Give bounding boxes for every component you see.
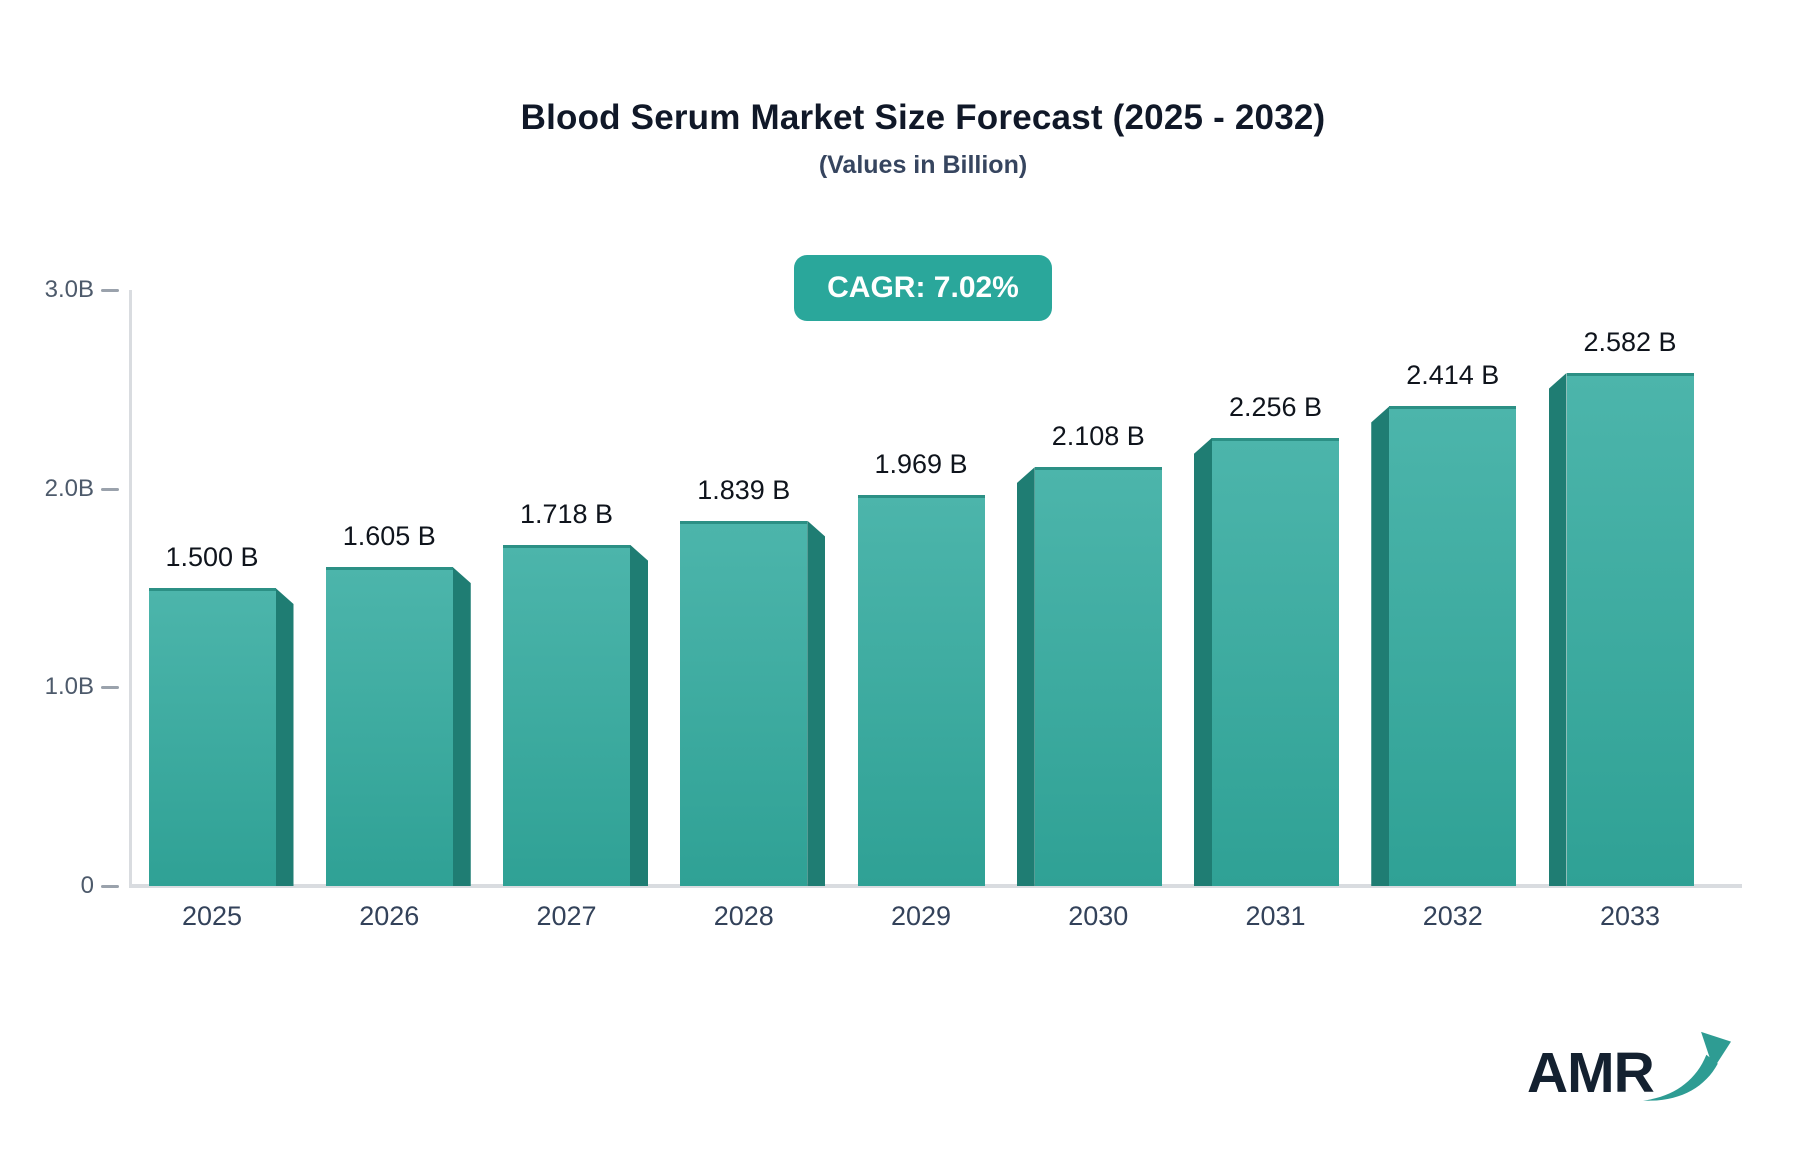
bar-value-label: 1.969 B — [874, 448, 968, 479]
y-axis-tick-dash — [101, 487, 119, 491]
bar-2028 — [680, 520, 808, 886]
bar-value-label: 2.108 B — [1051, 421, 1145, 452]
x-axis-label: 2031 — [1245, 901, 1306, 931]
chart-title: Blood Serum Market Size Forecast (2025 -… — [520, 98, 1326, 137]
bar-2030 — [1034, 467, 1162, 886]
bar-side-2032 — [1371, 406, 1390, 886]
bar-value-label: 2.256 B — [1228, 391, 1323, 422]
bar-side-2027 — [630, 544, 648, 886]
y-axis-line — [129, 290, 132, 888]
bar-side-2031 — [1194, 437, 1212, 886]
bar-2033 — [1566, 372, 1694, 886]
amr-logo: AMR — [1527, 1028, 1731, 1118]
bar-value-label: 2.414 B — [1406, 360, 1500, 391]
x-axis-label: 2032 — [1422, 901, 1483, 931]
x-axis-label: 2025 — [181, 901, 243, 931]
cagr-badge-wrap: CAGR: 7.02% — [0, 255, 1800, 321]
x-axis-label: 2028 — [713, 901, 774, 931]
y-axis-tick-dash — [101, 288, 119, 292]
x-axis-label: 2026 — [359, 901, 420, 931]
amr-logo-text: AMR — [1527, 1041, 1655, 1105]
y-axis-tick-dash — [101, 686, 119, 690]
bar-2025 — [148, 587, 276, 886]
x-axis-label: 2033 — [1599, 901, 1661, 931]
bar-value-label: 1.839 B — [697, 474, 791, 505]
bar-value-label: 2.582 B — [1583, 326, 1677, 357]
bar-side-2026 — [452, 567, 471, 886]
chart-subtitle: (Values in Billion) — [818, 151, 1028, 179]
bar-2029 — [857, 494, 985, 886]
bar-2026 — [325, 567, 453, 886]
bar-2032 — [1389, 406, 1517, 886]
y-axis-tick-label: 2.0B — [44, 474, 94, 502]
x-axis-label: 2030 — [1068, 901, 1129, 931]
bar-value-label: 1.605 B — [342, 521, 436, 552]
bar-side-2025 — [275, 587, 294, 886]
bar-value-label: 1.718 B — [519, 498, 614, 529]
bar-2027 — [503, 544, 630, 886]
y-axis-tick-label: 3.0B — [44, 275, 94, 303]
x-axis-label: 2027 — [536, 901, 597, 931]
x-axis-label: 2029 — [890, 901, 952, 931]
y-axis-tick-label: 0 — [80, 872, 94, 899]
x-axis-line — [129, 884, 1742, 888]
bar-value-label: 1.500 B — [165, 541, 259, 572]
y-axis-tick-label: 1.0B — [44, 673, 94, 701]
bar-side-2028 — [807, 520, 826, 886]
bar-side-2033 — [1548, 372, 1567, 886]
y-axis-tick-dash — [101, 885, 119, 888]
bar-side-2030 — [1016, 467, 1035, 886]
trend-arrow-icon — [1643, 1031, 1731, 1101]
bar-2031 — [1212, 437, 1339, 886]
cagr-badge: CAGR: 7.02% — [794, 255, 1052, 321]
